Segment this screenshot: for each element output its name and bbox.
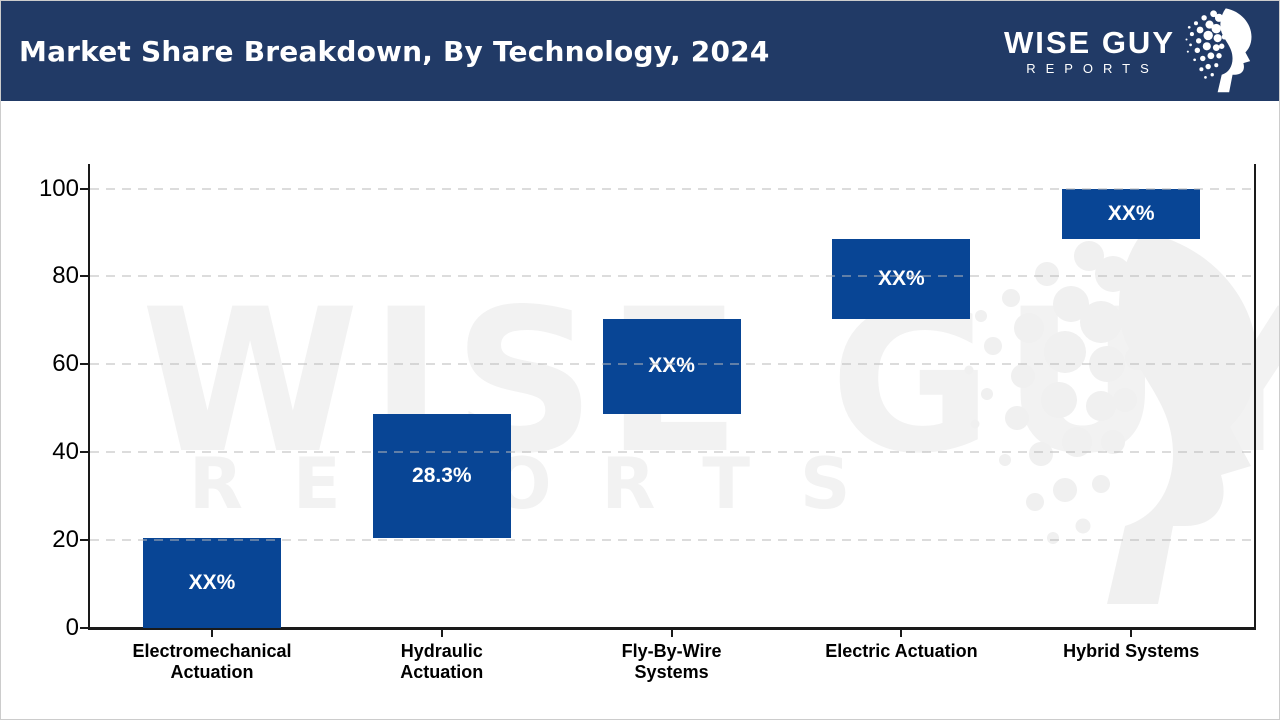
y-axis-line [88, 164, 90, 630]
x-tick-mark [211, 630, 213, 637]
x-tick-mark [670, 630, 673, 637]
gridline-80 [90, 275, 1254, 278]
brand-logo: WISE GUY REPORTS [1004, 7, 1261, 95]
y-tick-mark [80, 363, 88, 366]
brand-wordmark: WISE GUY [1003, 25, 1175, 60]
x-category-label: Electromechanical Actuation [132, 641, 292, 682]
bar-value-label: XX% [648, 354, 695, 378]
y-tick-label: 0 [65, 614, 79, 641]
gridline-60 [90, 363, 1254, 366]
y-tick-mark [80, 627, 88, 629]
y-tick-mark [80, 187, 88, 190]
bar-value-label: XX% [1107, 201, 1155, 225]
x-tick-mark [440, 630, 443, 637]
y-tick-label: 40 [52, 438, 79, 466]
bar-segment-1: 28.3% [372, 413, 511, 538]
x-category-label: Hydraulic Actuation [400, 641, 484, 682]
y-tick-mark [80, 451, 88, 454]
y-tick-label: 60 [52, 350, 79, 378]
bar-segment-3: XX% [832, 239, 971, 319]
y-tick-mark [80, 539, 88, 542]
bar-segment-2: XX% [602, 319, 741, 414]
brand-subtext: REPORTS [1026, 61, 1159, 76]
x-category-label: Electric Actuation [825, 641, 978, 661]
gridline-40 [90, 451, 1254, 454]
y-tick-label: 80 [52, 262, 79, 290]
brand-head-dots-icon [1185, 8, 1252, 93]
gridline-20 [90, 539, 1254, 542]
gridline-100 [90, 187, 1254, 190]
bar-value-label: 28.3% [412, 463, 472, 487]
y-tick-label: 20 [52, 526, 79, 554]
header-bar: Market Share Breakdown, By Technology, 2… [1, 1, 1279, 101]
right-spine [1254, 164, 1256, 630]
x-category-label: Hybrid Systems [1063, 641, 1200, 661]
chart-title: Market Share Breakdown, By Technology, 2… [19, 34, 770, 68]
brand-logo-text: WISE GUY REPORTS [1004, 27, 1175, 75]
y-tick-mark [80, 275, 88, 278]
y-tick-label: 100 [38, 174, 79, 202]
x-tick-mark [900, 630, 903, 637]
x-category-label: Fly-By-Wire Systems [621, 641, 722, 682]
bar-segment-4: XX% [1062, 188, 1201, 239]
bar-value-label: XX% [878, 267, 925, 290]
x-tick-mark [1130, 630, 1133, 637]
x-axis-line [88, 627, 1256, 630]
bar-segment-0: XX% [143, 537, 281, 628]
bar-value-label: XX% [188, 570, 236, 594]
